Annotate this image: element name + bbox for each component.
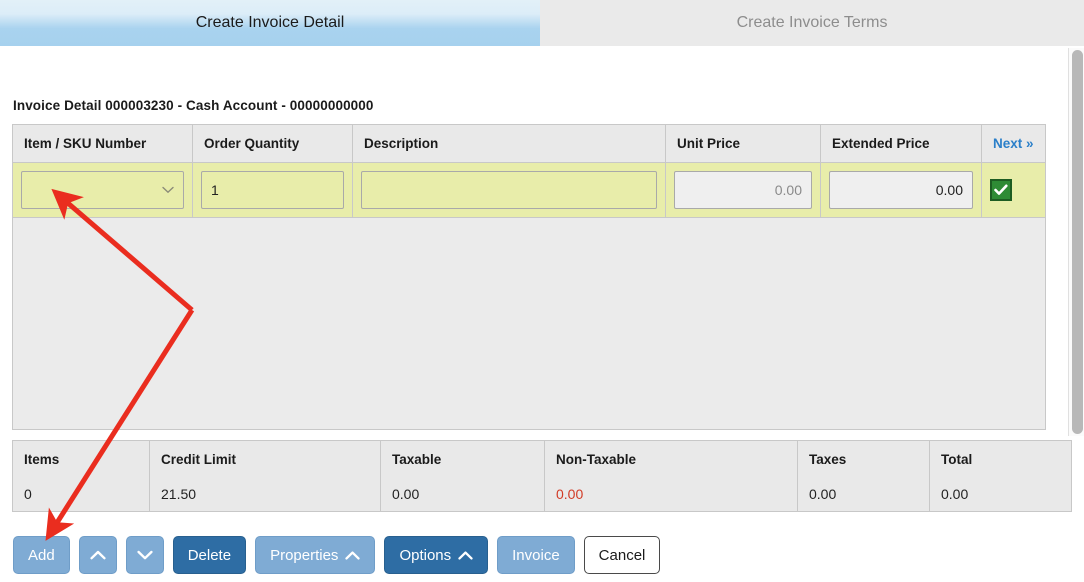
chevron-up-icon xyxy=(90,547,106,564)
summary-taxes-value: 0.00 xyxy=(809,486,837,502)
move-up-button[interactable] xyxy=(78,536,117,574)
summary-total-label: Total xyxy=(941,452,973,467)
cancel-button-label: Cancel xyxy=(598,546,646,564)
next-columns-link-cell: Next » xyxy=(982,125,1045,162)
summary-items-value: 0 xyxy=(24,486,32,502)
summary-taxable: Taxable 0.00 xyxy=(381,441,545,511)
right-gutter xyxy=(1060,48,1068,436)
add-button[interactable]: Add xyxy=(13,536,70,574)
row-select-checkbox[interactable] xyxy=(990,179,1012,201)
chevron-up-icon xyxy=(458,547,473,564)
properties-button[interactable]: Properties xyxy=(255,536,376,574)
extended-price-input[interactable] xyxy=(829,171,973,209)
summary-items: Items 0 xyxy=(13,441,150,511)
cancel-button[interactable]: Cancel xyxy=(583,536,661,574)
summary-total-value: 0.00 xyxy=(941,486,969,502)
tab-bar-underline xyxy=(0,46,1084,48)
summary-taxable-label: Taxable xyxy=(392,452,442,467)
tab-bar: Create Invoice Detail Create Invoice Ter… xyxy=(0,0,1084,48)
add-button-label: Add xyxy=(28,546,55,564)
page-title: Invoice Detail 000003230 - Cash Account … xyxy=(13,98,374,113)
summary-credit-limit-label: Credit Limit xyxy=(161,452,237,467)
scrollbar-thumb[interactable] xyxy=(1072,50,1083,434)
summary-non-taxable: Non-Taxable 0.00 xyxy=(545,441,798,511)
properties-button-label: Properties xyxy=(270,546,339,564)
invoice-button-label: Invoice xyxy=(512,546,560,564)
chevron-down-icon xyxy=(137,547,153,564)
summary-credit-limit: Credit Limit 21.50 xyxy=(150,441,381,511)
summary-credit-limit-value: 21.50 xyxy=(161,486,197,502)
options-button-label: Options xyxy=(399,546,452,564)
column-header-description[interactable]: Description xyxy=(353,125,666,162)
column-header-unit-price[interactable]: Unit Price xyxy=(666,125,821,162)
cell-order-quantity xyxy=(193,163,353,217)
tab-create-invoice-detail-label: Create Invoice Detail xyxy=(195,14,345,31)
vertical-scrollbar[interactable] xyxy=(1068,48,1084,436)
grid-empty-body xyxy=(13,218,1045,428)
next-columns-link[interactable]: Next » xyxy=(993,136,1034,151)
invoice-button[interactable]: Invoice xyxy=(497,536,575,574)
delete-button-label: Delete xyxy=(187,546,232,564)
cell-row-select xyxy=(982,163,1045,217)
tab-create-invoice-detail[interactable]: Create Invoice Detail xyxy=(0,0,540,46)
order-quantity-input[interactable] xyxy=(201,171,344,209)
column-header-extended-price[interactable]: Extended Price xyxy=(821,125,982,162)
summary-taxable-value: 0.00 xyxy=(392,486,420,502)
item-sku-select[interactable] xyxy=(21,171,184,209)
tab-create-invoice-terms-label: Create Invoice Terms xyxy=(736,14,888,31)
check-icon xyxy=(994,184,1008,195)
table-row[interactable] xyxy=(13,163,1045,218)
grid-header-row: Item / SKU Number Order Quantity Descrip… xyxy=(13,125,1045,163)
column-header-item-sku[interactable]: Item / SKU Number xyxy=(13,125,193,162)
cell-item-sku xyxy=(13,163,193,217)
summary-items-label: Items xyxy=(24,452,60,467)
cell-extended-price xyxy=(821,163,982,217)
options-button[interactable]: Options xyxy=(384,536,489,574)
tab-create-invoice-terms[interactable]: Create Invoice Terms xyxy=(540,0,1084,46)
unit-price-input[interactable] xyxy=(674,171,812,209)
summary-non-taxable-value: 0.00 xyxy=(556,486,584,502)
move-down-button[interactable] xyxy=(125,536,164,574)
invoice-detail-grid: Item / SKU Number Order Quantity Descrip… xyxy=(12,124,1046,430)
cell-unit-price xyxy=(666,163,821,217)
column-header-order-quantity[interactable]: Order Quantity xyxy=(193,125,353,162)
description-input[interactable] xyxy=(361,171,657,209)
item-sku-select-wrap xyxy=(21,171,184,209)
summary-bar: Items 0 Credit Limit 21.50 Taxable 0.00 … xyxy=(12,440,1072,512)
action-button-bar: Add Delete Properties Options xyxy=(13,536,661,574)
summary-taxes-label: Taxes xyxy=(809,452,847,467)
summary-total: Total 0.00 xyxy=(930,441,1071,511)
summary-non-taxable-label: Non-Taxable xyxy=(556,452,637,467)
cell-description xyxy=(353,163,666,217)
chevron-up-icon xyxy=(345,547,361,564)
delete-button[interactable]: Delete xyxy=(172,536,247,574)
summary-taxes: Taxes 0.00 xyxy=(798,441,930,511)
